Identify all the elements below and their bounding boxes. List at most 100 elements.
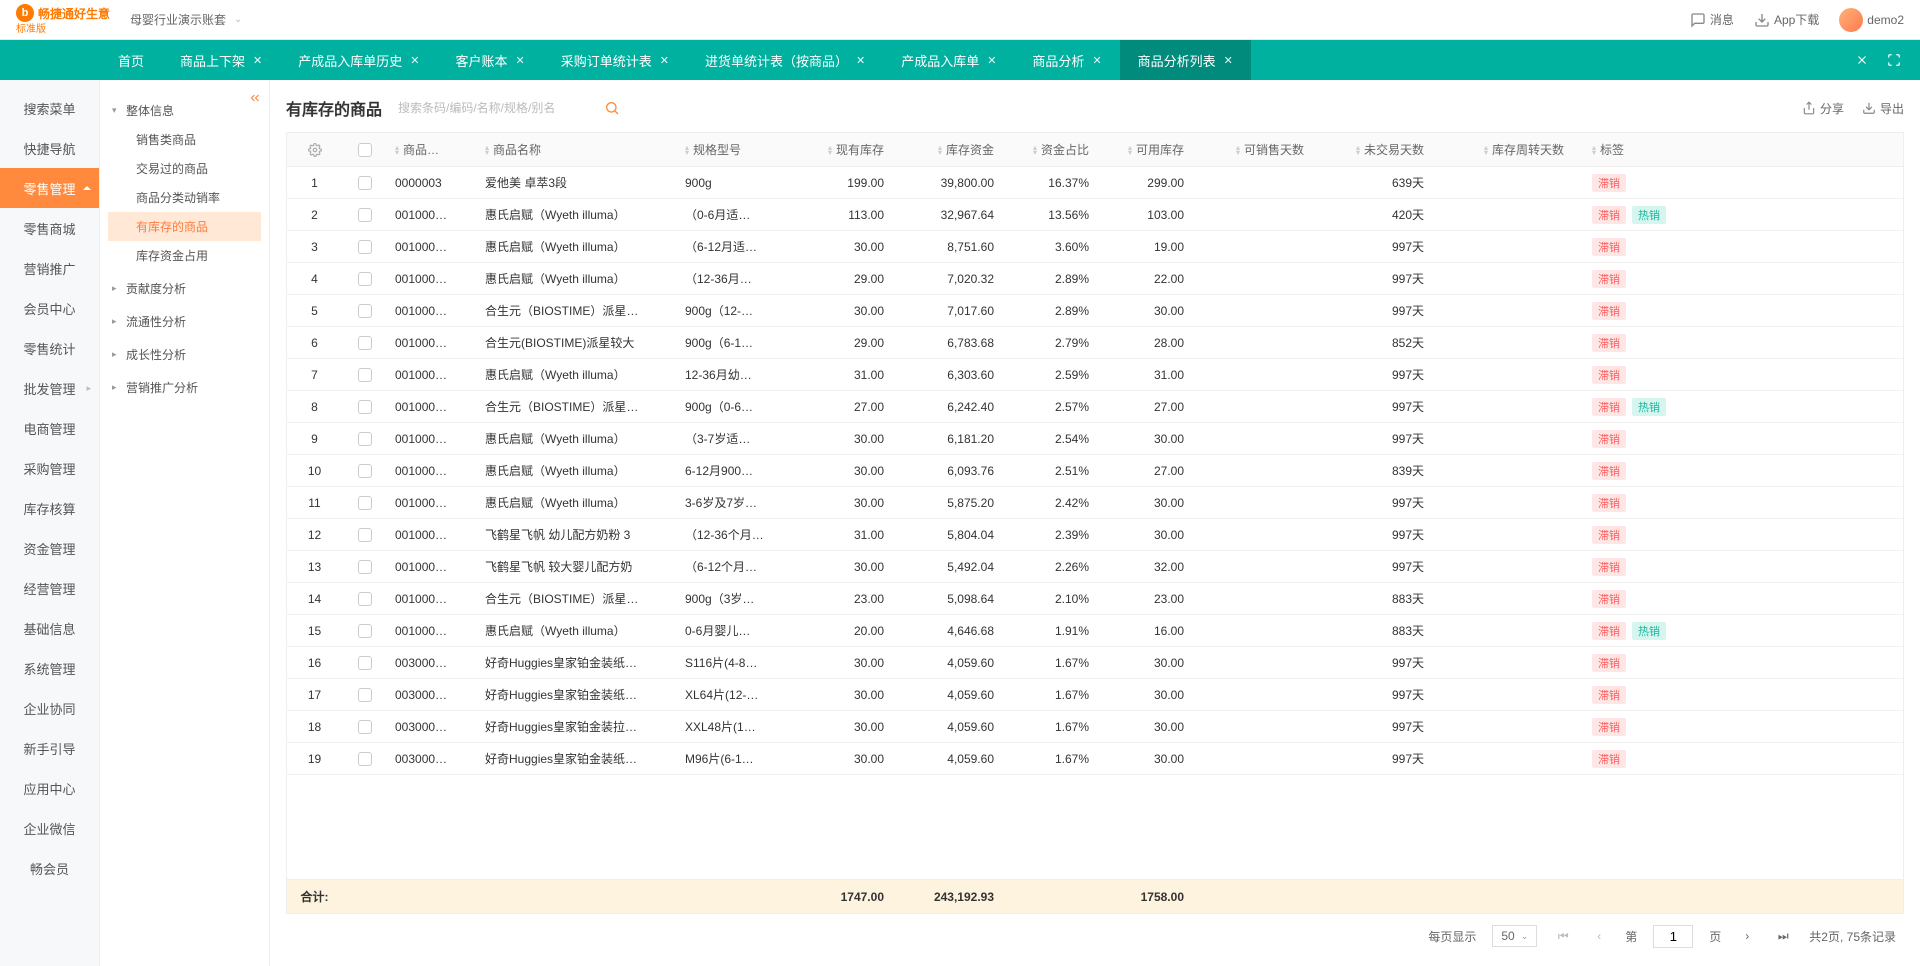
close-icon[interactable]: ✕: [856, 54, 865, 67]
tree-leaf[interactable]: 商品分类动销率: [108, 183, 261, 212]
row-checkbox[interactable]: [358, 176, 372, 190]
col-header-avail[interactable]: ▴▾可用库存: [1097, 141, 1192, 158]
tab[interactable]: 商品分析列表✕: [1120, 40, 1251, 80]
table-row[interactable]: 10000003爱他美 卓萃3段900g199.0039,800.0016.37…: [287, 167, 1903, 199]
tree-group[interactable]: ▸流通性分析: [108, 307, 261, 336]
sidebar-item[interactable]: 快捷导航: [0, 128, 99, 168]
table-row[interactable]: 12001000…飞鹤星飞帆 幼儿配方奶粉 3（12-36个月…31.005,8…: [287, 519, 1903, 551]
table-row[interactable]: 16003000…好奇Huggies皇家铂金装纸…S116片(4-8…30.00…: [287, 647, 1903, 679]
col-header-tags[interactable]: ▴▾标签: [1572, 141, 1732, 158]
col-header-stock[interactable]: ▴▾现有库存: [797, 141, 892, 158]
tree-group[interactable]: ▸成长性分析: [108, 340, 261, 369]
search-icon[interactable]: [604, 100, 620, 116]
row-checkbox[interactable]: [358, 624, 372, 638]
table-row[interactable]: 11001000…惠氏启赋（Wyeth illuma）3-6岁及7岁…30.00…: [287, 487, 1903, 519]
close-icon[interactable]: ✕: [516, 54, 525, 67]
col-header-code[interactable]: ▴▾商品…: [387, 141, 477, 158]
sidebar-item[interactable]: 资金管理: [0, 528, 99, 568]
sidebar-item[interactable]: 经营管理: [0, 568, 99, 608]
first-page-button[interactable]: ⏮: [1553, 926, 1573, 946]
close-icon[interactable]: ✕: [1224, 54, 1233, 67]
table-row[interactable]: 7001000…惠氏启赋（Wyeth illuma）12-36月幼…31.006…: [287, 359, 1903, 391]
tree-leaf[interactable]: 有库存的商品: [108, 212, 261, 241]
messages-button[interactable]: 消息: [1690, 11, 1734, 28]
tab[interactable]: 产成品入库单历史✕: [280, 40, 437, 80]
search-input[interactable]: [398, 97, 598, 120]
sidebar-item[interactable]: 企业微信: [0, 808, 99, 848]
sidebar-item[interactable]: 搜索菜单: [0, 88, 99, 128]
table-row[interactable]: 19003000…好奇Huggies皇家铂金装纸…M96片(6-1…30.004…: [287, 743, 1903, 775]
table-row[interactable]: 2001000…惠氏启赋（Wyeth illuma）（0-6月适…113.003…: [287, 199, 1903, 231]
close-icon[interactable]: ✕: [1092, 54, 1101, 67]
sidebar-item[interactable]: 零售统计: [0, 328, 99, 368]
row-checkbox[interactable]: [358, 688, 372, 702]
tab[interactable]: 采购订单统计表✕: [543, 40, 687, 80]
sidebar-item[interactable]: 批发管理 ▸: [0, 368, 99, 408]
col-header-sdays[interactable]: ▴▾可销售天数: [1192, 141, 1312, 158]
fullscreen-button[interactable]: [1884, 50, 1904, 70]
tree-group[interactable]: ▸贡献度分析: [108, 274, 261, 303]
tab[interactable]: 商品分析✕: [1014, 40, 1119, 80]
sidebar-item[interactable]: 应用中心: [0, 768, 99, 808]
sidebar-item[interactable]: 营销推广: [0, 248, 99, 288]
table-row[interactable]: 8001000…合生元（BIOSTIME）派星…900g（0-6…27.006,…: [287, 391, 1903, 423]
user-menu[interactable]: demo2: [1839, 8, 1904, 32]
tree-leaf[interactable]: 交易过的商品: [108, 154, 261, 183]
row-checkbox[interactable]: [358, 432, 372, 446]
sidebar-item[interactable]: 电商管理: [0, 408, 99, 448]
tree-leaf[interactable]: 销售类商品: [108, 125, 261, 154]
table-row[interactable]: 9001000…惠氏启赋（Wyeth illuma）（3-7岁适…30.006,…: [287, 423, 1903, 455]
table-row[interactable]: 13001000…飞鹤星飞帆 较大婴儿配方奶（6-12个月…30.005,492…: [287, 551, 1903, 583]
col-header-pct[interactable]: ▴▾资金占比: [1002, 141, 1097, 158]
sidebar-item[interactable]: 新手引导: [0, 728, 99, 768]
app-download-button[interactable]: App下载: [1754, 11, 1819, 28]
row-checkbox[interactable]: [358, 656, 372, 670]
close-icon[interactable]: ✕: [253, 54, 262, 67]
table-row[interactable]: 4001000…惠氏启赋（Wyeth illuma）（12-36月…29.007…: [287, 263, 1903, 295]
col-header-fund[interactable]: ▴▾库存资金: [892, 141, 1002, 158]
table-row[interactable]: 6001000…合生元(BIOSTIME)派星较大900g（6-1…29.006…: [287, 327, 1903, 359]
col-header-turn[interactable]: ▴▾库存周转天数: [1432, 141, 1572, 158]
sidebar-item[interactable]: 采购管理: [0, 448, 99, 488]
org-selector[interactable]: 母婴行业演示账套 ⌄: [130, 11, 242, 28]
next-page-button[interactable]: ›: [1737, 926, 1757, 946]
per-page-select[interactable]: 50 ⌄: [1492, 925, 1537, 947]
row-checkbox[interactable]: [358, 400, 372, 414]
sidebar-item[interactable]: 会员中心: [0, 288, 99, 328]
row-checkbox[interactable]: [358, 240, 372, 254]
sidebar-item[interactable]: 零售管理: [0, 168, 99, 208]
tab[interactable]: 进货单统计表（按商品）✕: [687, 40, 883, 80]
tab[interactable]: 产成品入库单✕: [883, 40, 1014, 80]
tree-leaf[interactable]: 库存资金占用: [108, 241, 261, 270]
select-all-checkbox[interactable]: [358, 143, 372, 157]
col-header-spec[interactable]: ▴▾规格型号: [677, 141, 797, 158]
tab[interactable]: 商品上下架✕: [162, 40, 280, 80]
tree-group[interactable]: ▸营销推广分析: [108, 373, 261, 402]
sidebar-item[interactable]: 零售商城: [0, 208, 99, 248]
close-icon[interactable]: ✕: [410, 54, 419, 67]
collapse-tree-button[interactable]: [245, 88, 265, 108]
close-icon[interactable]: ✕: [987, 54, 996, 67]
row-checkbox[interactable]: [358, 336, 372, 350]
share-button[interactable]: 分享: [1802, 100, 1844, 117]
last-page-button[interactable]: ⏭: [1773, 926, 1793, 946]
col-header-name[interactable]: ▴▾商品名称: [477, 141, 677, 158]
tree-group[interactable]: ▾整体信息: [108, 96, 261, 125]
col-header-ndays[interactable]: ▴▾未交易天数: [1312, 141, 1432, 158]
table-row[interactable]: 15001000…惠氏启赋（Wyeth illuma）0-6月婴儿…20.004…: [287, 615, 1903, 647]
sidebar-item[interactable]: 畅会员: [0, 848, 99, 888]
sidebar-item[interactable]: 库存核算: [0, 488, 99, 528]
row-checkbox[interactable]: [358, 528, 372, 542]
row-checkbox[interactable]: [358, 208, 372, 222]
row-checkbox[interactable]: [358, 272, 372, 286]
sidebar-item[interactable]: 系统管理: [0, 648, 99, 688]
table-row[interactable]: 14001000…合生元（BIOSTIME）派星…900g（3岁…23.005,…: [287, 583, 1903, 615]
tab[interactable]: 首页: [100, 40, 162, 80]
table-row[interactable]: 5001000…合生元（BIOSTIME）派星…900g（12-…30.007,…: [287, 295, 1903, 327]
export-button[interactable]: 导出: [1862, 100, 1904, 117]
table-row[interactable]: 3001000…惠氏启赋（Wyeth illuma）（6-12月适…30.008…: [287, 231, 1903, 263]
row-checkbox[interactable]: [358, 592, 372, 606]
row-checkbox[interactable]: [358, 496, 372, 510]
sidebar-item[interactable]: 基础信息: [0, 608, 99, 648]
page-input[interactable]: [1653, 925, 1693, 948]
